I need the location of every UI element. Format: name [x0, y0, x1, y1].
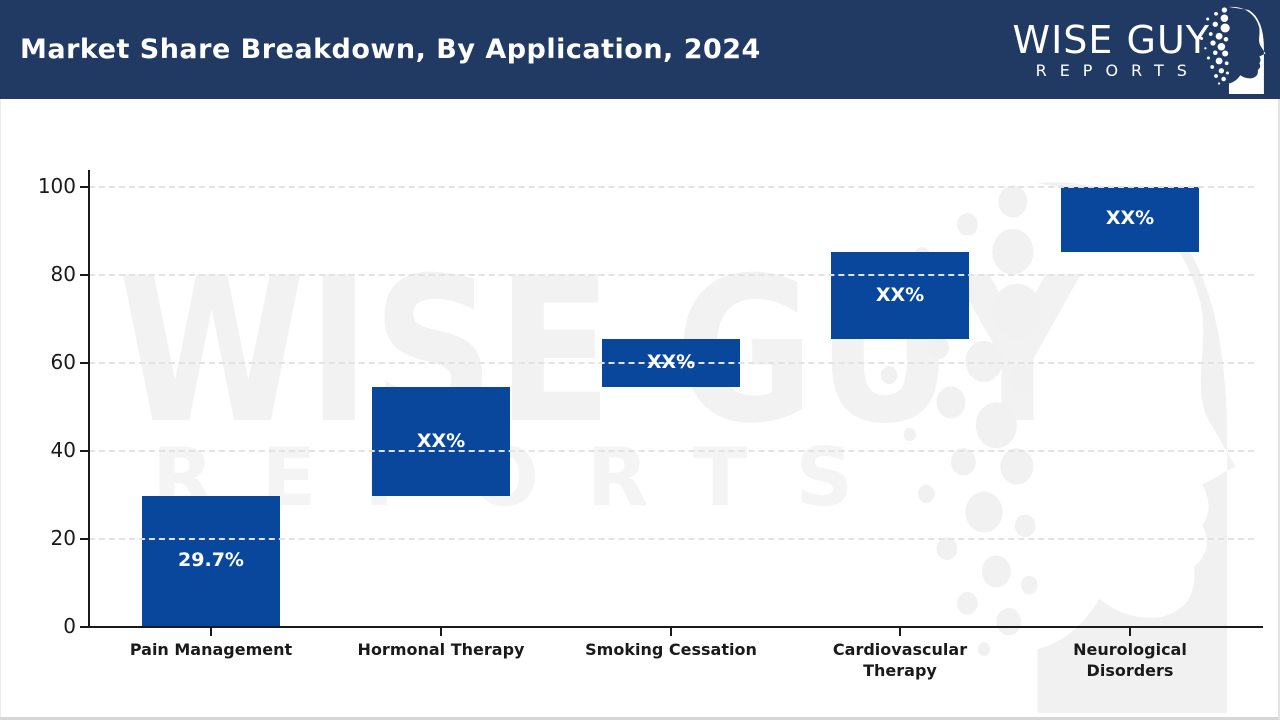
page-title: Market Share Breakdown, By Application, …	[20, 34, 761, 65]
header-bar: Market Share Breakdown, By Application, …	[0, 0, 1280, 99]
y-axis-spine	[88, 170, 90, 628]
y-tick-label: 20	[50, 525, 76, 550]
bar-value-label: XX%	[1105, 207, 1155, 230]
x-axis-label-smoking-cessation: Smoking Cessation	[585, 640, 757, 659]
x-axis-spine	[88, 626, 1263, 628]
y-tick-20	[80, 537, 89, 540]
y-tick-60	[80, 361, 89, 364]
x-tick-hormonal-therapy	[440, 628, 442, 636]
logo-wiseguy-label: WISE GUY	[1012, 18, 1210, 63]
x-tick-smoking-cessation	[670, 628, 672, 636]
gridline-y-20	[89, 537, 1254, 540]
bar-value-label: XX%	[875, 283, 925, 306]
x-axis-label-pain-management: Pain Management	[129, 640, 293, 659]
gridline-y-40	[89, 449, 1254, 452]
y-tick-label: 100	[37, 174, 76, 198]
y-tick-label: 60	[50, 349, 76, 374]
y-tick-100	[80, 186, 89, 188]
gridline-y-80	[89, 273, 1254, 276]
x-tick-pain-management	[210, 628, 212, 636]
logo-face-icon	[1200, 6, 1266, 94]
gridline-y-60	[89, 361, 1254, 364]
bar-hormonal-therapy	[372, 387, 510, 496]
gridline-y-100	[89, 186, 1254, 188]
y-tick-label: 0	[63, 613, 76, 638]
brand-logo-text: WISE GUY REPORTS	[1012, 18, 1210, 80]
brand-logo: WISE GUY REPORTS	[1013, 4, 1270, 94]
y-tick-40	[80, 449, 89, 452]
x-tick-neurological-disorders	[1129, 628, 1131, 636]
bar-value-label: 29.7%	[178, 549, 244, 572]
bar-pain-management	[142, 495, 280, 627]
x-axis-label-hormonal-therapy: Hormonal Therapy	[357, 640, 525, 659]
bar-cardiovascular-therapy	[831, 252, 969, 340]
x-tick-cardiovascular-therapy	[899, 628, 901, 636]
logo-reports-label: REPORTS	[1035, 60, 1200, 80]
x-axis-label-neurological-disorders: Neurological Disorders	[1073, 640, 1187, 680]
y-tick-label: 80	[50, 261, 76, 286]
bar-value-label: XX%	[416, 429, 466, 452]
y-tick-label: 40	[50, 437, 76, 462]
y-tick-80	[80, 273, 89, 276]
x-axis-label-cardiovascular-therapy: Cardiovascular Therapy	[832, 640, 968, 680]
bar-value-label: XX%	[646, 351, 696, 374]
y-tick-0	[80, 625, 89, 628]
